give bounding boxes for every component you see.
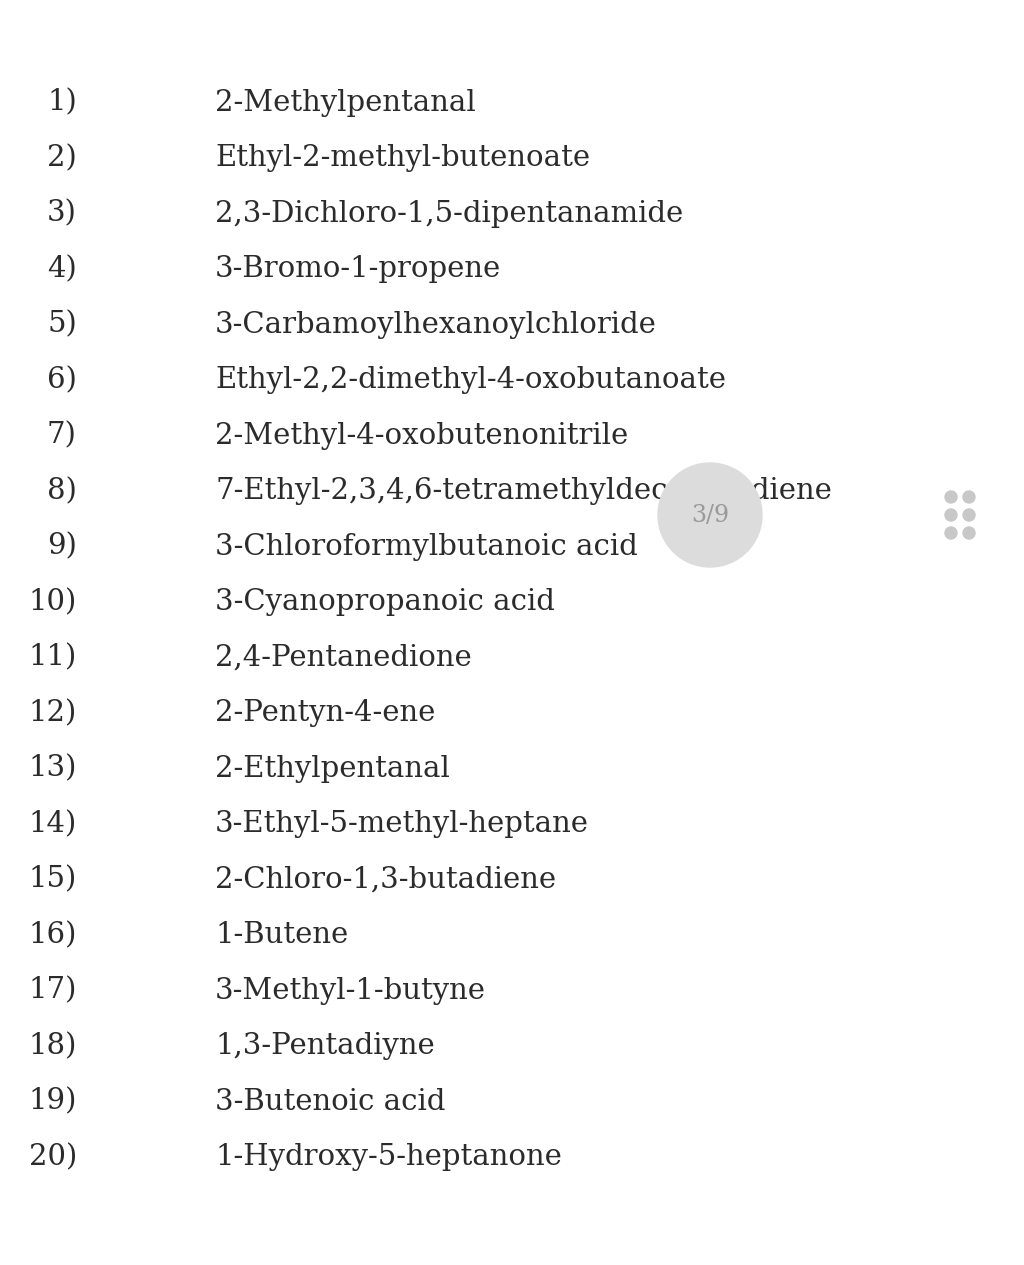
- Circle shape: [945, 509, 957, 521]
- Text: 19): 19): [29, 1088, 77, 1116]
- Text: 6): 6): [47, 367, 77, 395]
- Text: 2-Chloro-1,3-butadiene: 2-Chloro-1,3-butadiene: [215, 865, 556, 894]
- Text: 3-Chloroformylbutanoic acid: 3-Chloroformylbutanoic acid: [215, 533, 638, 560]
- Circle shape: [945, 528, 957, 539]
- Text: Ethyl-2,2-dimethyl-4-oxobutanoate: Ethyl-2,2-dimethyl-4-oxobutanoate: [215, 367, 726, 395]
- Text: 11): 11): [29, 644, 77, 672]
- Text: 16): 16): [29, 921, 77, 949]
- Text: 9): 9): [47, 533, 77, 560]
- Text: 1-Hydroxy-5-heptanone: 1-Hydroxy-5-heptanone: [215, 1144, 562, 1171]
- Text: 15): 15): [29, 865, 77, 894]
- Text: 1,3-Pentadiyne: 1,3-Pentadiyne: [215, 1032, 435, 1060]
- Circle shape: [963, 528, 975, 539]
- Text: 10): 10): [29, 588, 77, 616]
- Text: 2-Methyl-4-oxobutenonitrile: 2-Methyl-4-oxobutenonitrile: [215, 421, 629, 450]
- Text: 2,4-Pentanedione: 2,4-Pentanedione: [215, 644, 472, 672]
- Text: 7): 7): [47, 421, 77, 450]
- Text: Ethyl-2-methyl-butenoate: Ethyl-2-methyl-butenoate: [215, 144, 590, 172]
- Text: 3-Carbamoylhexanoylchloride: 3-Carbamoylhexanoylchloride: [215, 311, 657, 339]
- Text: 14): 14): [29, 811, 77, 839]
- Text: 20): 20): [29, 1144, 77, 1171]
- Text: 4): 4): [47, 256, 77, 283]
- Text: 12): 12): [29, 700, 77, 727]
- Circle shape: [963, 509, 975, 521]
- Text: 8): 8): [47, 477, 77, 505]
- Text: 2): 2): [47, 144, 77, 172]
- Text: 1): 1): [47, 89, 77, 116]
- Text: 2-Ethylpentanal: 2-Ethylpentanal: [215, 755, 450, 783]
- Text: 17): 17): [29, 977, 77, 1004]
- Text: 3-Ethyl-5-methyl-heptane: 3-Ethyl-5-methyl-heptane: [215, 811, 589, 839]
- Circle shape: [945, 491, 957, 503]
- Text: 3-Butenoic acid: 3-Butenoic acid: [215, 1088, 445, 1116]
- Text: 3-Methyl-1-butyne: 3-Methyl-1-butyne: [215, 977, 486, 1004]
- Text: 5): 5): [47, 311, 77, 339]
- Text: 3): 3): [47, 200, 77, 228]
- Text: 3-Cyanopropanoic acid: 3-Cyanopropanoic acid: [215, 588, 555, 616]
- Circle shape: [658, 463, 762, 567]
- Text: 2-Pentyn-4-ene: 2-Pentyn-4-ene: [215, 700, 435, 727]
- Text: 2-Methylpentanal: 2-Methylpentanal: [215, 89, 476, 116]
- Text: 18): 18): [29, 1032, 77, 1060]
- Text: 1-Butene: 1-Butene: [215, 921, 348, 949]
- Text: 3/9: 3/9: [691, 503, 729, 526]
- Text: 7-Ethyl-2,3,4,6-tetramethyldeca-1,8-diene: 7-Ethyl-2,3,4,6-tetramethyldeca-1,8-dien…: [215, 477, 831, 505]
- Text: 2,3-Dichloro-1,5-dipentanamide: 2,3-Dichloro-1,5-dipentanamide: [215, 200, 683, 228]
- Text: 3-Bromo-1-propene: 3-Bromo-1-propene: [215, 256, 502, 283]
- Circle shape: [963, 491, 975, 503]
- Text: 13): 13): [29, 755, 77, 783]
